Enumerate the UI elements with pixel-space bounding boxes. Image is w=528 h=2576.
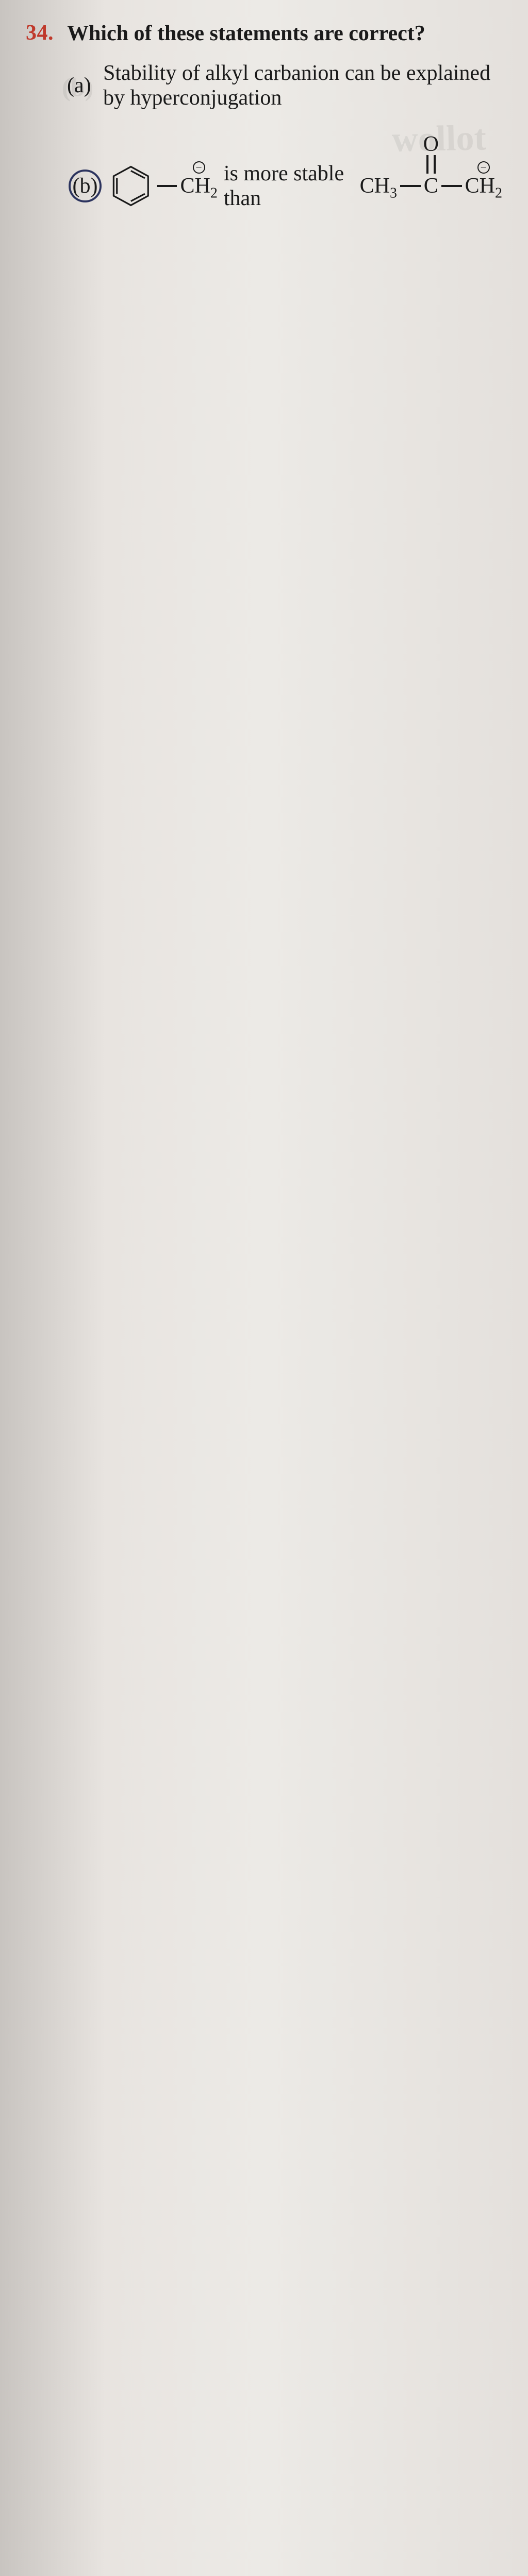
page: 34. Which of these statements are correc… xyxy=(0,0,528,2576)
carbonyl-carbon: C xyxy=(424,174,438,198)
option-a-label: (a) xyxy=(67,73,103,98)
option-b-content: − CH2 is more stable than CH3 O C − CH2 xyxy=(108,158,502,214)
question-text: Which of these statements are correct? xyxy=(67,21,425,46)
carbonyl-oxygen: O xyxy=(423,133,439,155)
double-bond-icon xyxy=(426,155,436,174)
bond-icon xyxy=(441,185,462,187)
lhs-ch2-sub: 2 xyxy=(210,185,218,201)
benzyl-carbanion: − CH2 xyxy=(180,174,217,198)
option-b-row: (b) − CH2 is more stable than CH3 xyxy=(26,127,502,214)
rhs-ch3: CH3 xyxy=(360,174,397,198)
option-a-text: Stability of alkyl carbanion can be expl… xyxy=(103,61,502,110)
acetonyl-carbanion: − CH2 xyxy=(465,174,502,198)
minus-charge-icon: − xyxy=(193,161,205,174)
option-b-label: (b) xyxy=(73,174,98,198)
benzene-ring-icon xyxy=(108,158,154,214)
option-a-row: (a) Stability of alkyl carbanion can be … xyxy=(26,61,502,110)
rhs-ch2-sub: 2 xyxy=(495,185,502,201)
pen-circle-icon: (b) xyxy=(69,170,102,202)
bond-icon xyxy=(157,185,177,187)
option-b-label-wrap: (b) xyxy=(67,170,103,202)
lhs-ch2: CH xyxy=(180,174,210,198)
question-row: 34. Which of these statements are correc… xyxy=(26,21,502,46)
minus-charge-icon: − xyxy=(477,161,490,174)
rhs-ch3-text: CH xyxy=(360,174,390,198)
compare-text: is more stable than xyxy=(224,161,354,211)
rhs-ch2: CH xyxy=(465,174,495,198)
question-number: 34. xyxy=(26,21,67,45)
carbonyl-group: O C xyxy=(424,174,438,198)
bond-icon xyxy=(400,185,421,187)
rhs-ch3-sub: 3 xyxy=(390,185,397,201)
